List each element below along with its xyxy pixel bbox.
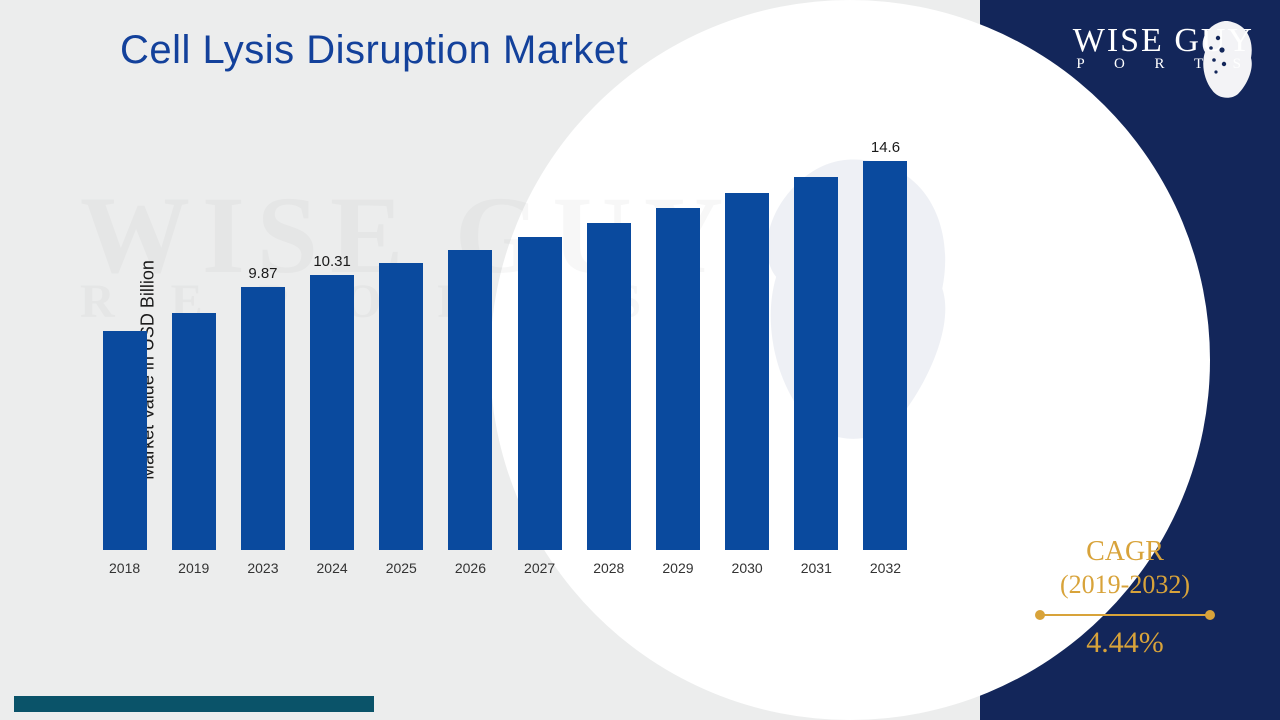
bar bbox=[241, 287, 285, 550]
x-tick-label: 2019 bbox=[159, 560, 228, 576]
bar-col bbox=[90, 309, 159, 550]
x-axis-labels: 2018201920232024202520262027202820292030… bbox=[90, 560, 920, 576]
bar bbox=[656, 208, 700, 550]
bar-value-label: 10.31 bbox=[313, 253, 351, 271]
cagr-value: 4.44% bbox=[1020, 626, 1230, 660]
x-tick-label: 2030 bbox=[713, 560, 782, 576]
bar bbox=[103, 331, 147, 550]
x-tick-label: 2023 bbox=[228, 560, 297, 576]
bar-col: 10.31 bbox=[298, 253, 367, 550]
bar-col bbox=[505, 215, 574, 550]
x-tick-label: 2031 bbox=[782, 560, 851, 576]
bar-col bbox=[574, 201, 643, 550]
bar bbox=[587, 223, 631, 550]
bar bbox=[310, 275, 354, 550]
cagr-label: CAGR bbox=[1020, 536, 1230, 568]
bar bbox=[448, 250, 492, 550]
page-title: Cell Lysis Disruption Market bbox=[120, 28, 628, 73]
bar-col bbox=[436, 228, 505, 550]
divider-line bbox=[1040, 614, 1210, 616]
bar bbox=[379, 263, 423, 550]
bar-value-label: 9.87 bbox=[248, 265, 277, 283]
bar-col bbox=[643, 186, 712, 550]
bars-container: 9.8710.3114.6 bbox=[90, 150, 920, 550]
bar-value-label: 14.6 bbox=[871, 139, 900, 157]
bar bbox=[518, 237, 562, 550]
x-tick-label: 2028 bbox=[574, 560, 643, 576]
bar-chart: Market Value in USD Billion 9.8710.3114.… bbox=[50, 150, 930, 590]
bar-col bbox=[713, 171, 782, 550]
x-tick-label: 2025 bbox=[367, 560, 436, 576]
plot-area: 9.8710.3114.6 20182019202320242025202620… bbox=[90, 150, 920, 550]
bar bbox=[172, 313, 216, 550]
x-tick-label: 2032 bbox=[851, 560, 920, 576]
bar-col: 9.87 bbox=[228, 265, 297, 550]
bar bbox=[794, 177, 838, 550]
brand-logo: WISE GUY R E P O R T S bbox=[998, 22, 1254, 73]
x-tick-label: 2027 bbox=[505, 560, 574, 576]
x-tick-label: 2026 bbox=[436, 560, 505, 576]
bar bbox=[725, 193, 769, 550]
cagr-box: CAGR (2019-2032) 4.44% bbox=[1020, 536, 1230, 660]
head-icon bbox=[1196, 20, 1256, 98]
x-tick-label: 2024 bbox=[298, 560, 367, 576]
cagr-range: (2019-2032) bbox=[1020, 570, 1230, 600]
bar bbox=[863, 161, 907, 550]
bottom-accent-bar bbox=[14, 696, 374, 712]
bar-col: 14.6 bbox=[851, 139, 920, 550]
bar-col bbox=[782, 155, 851, 550]
bar-col bbox=[159, 291, 228, 550]
x-tick-label: 2029 bbox=[643, 560, 712, 576]
x-tick-label: 2018 bbox=[90, 560, 159, 576]
bar-col bbox=[367, 241, 436, 550]
